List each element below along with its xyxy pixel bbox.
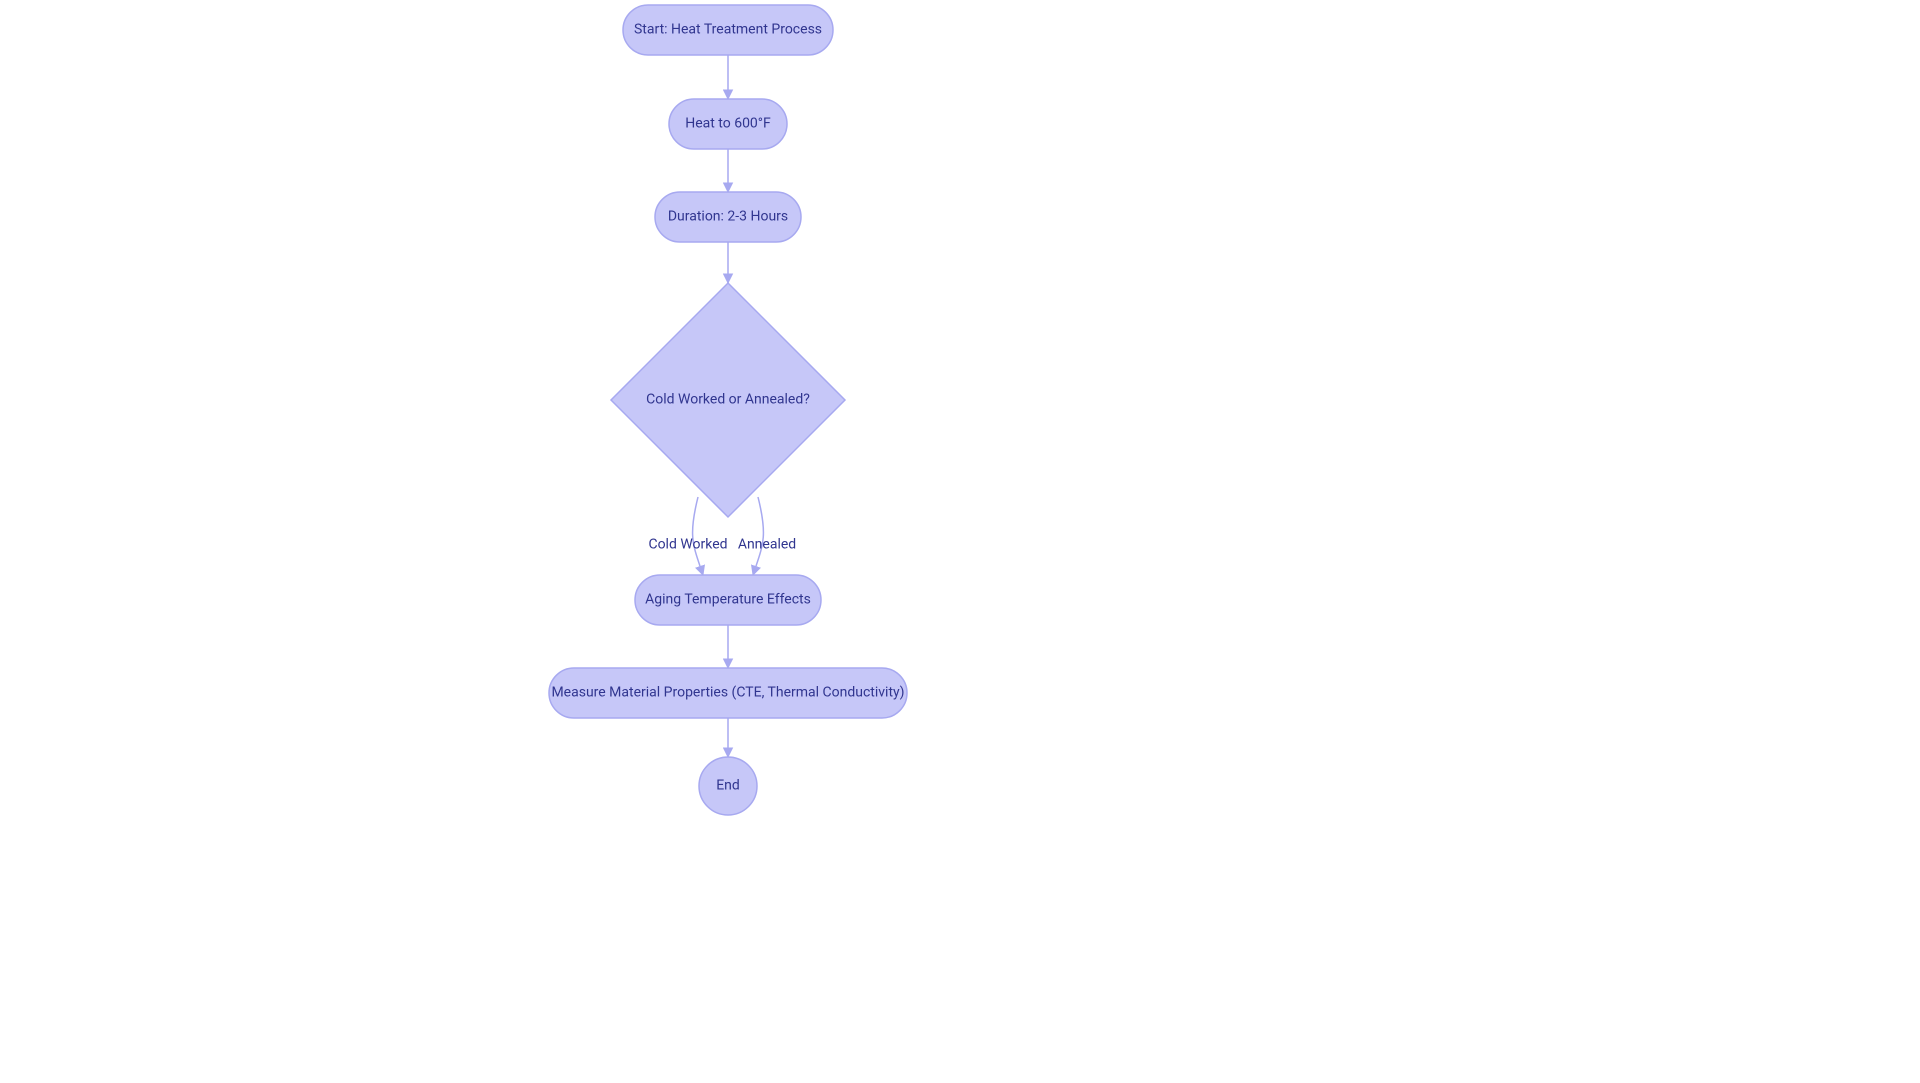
node-label-end: End bbox=[716, 778, 740, 794]
flowchart-canvas: Start: Heat Treatment Process Heat to 600… bbox=[0, 0, 1920, 1083]
node-start: Start: Heat Treatment Process bbox=[623, 5, 833, 55]
edge-label-decision-aging: Annealed bbox=[738, 537, 796, 553]
node-measure: Measure Material Properties (CTE, Therma… bbox=[549, 668, 907, 718]
edge-label-decision-aging: Cold Worked bbox=[648, 537, 727, 553]
node-end: End bbox=[699, 757, 757, 815]
node-aging: Aging Temperature Effects bbox=[635, 575, 821, 625]
node-heat: Heat to 600°F bbox=[669, 99, 787, 149]
node-label-aging: Aging Temperature Effects bbox=[645, 592, 811, 608]
node-decision: Cold Worked or Annealed? bbox=[611, 283, 845, 517]
node-label-decision: Cold Worked or Annealed? bbox=[646, 392, 810, 408]
node-label-measure: Measure Material Properties (CTE, Therma… bbox=[551, 685, 904, 701]
node-label-duration: Duration: 2-3 Hours bbox=[668, 209, 788, 225]
node-label-start: Start: Heat Treatment Process bbox=[634, 22, 822, 38]
node-duration: Duration: 2-3 Hours bbox=[655, 192, 801, 242]
node-label-heat: Heat to 600°F bbox=[685, 116, 771, 132]
